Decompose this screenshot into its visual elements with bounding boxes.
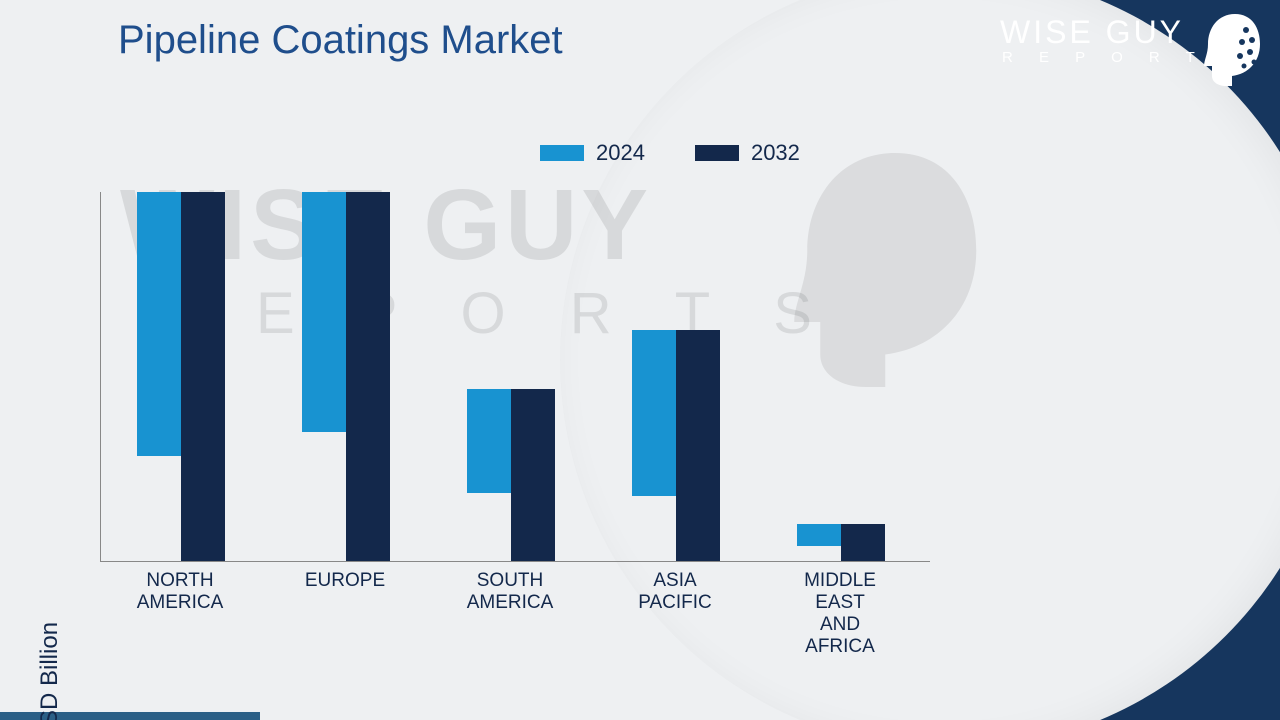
legend-item-2032: 2032 [695,140,800,166]
legend: 2024 2032 [540,140,800,166]
x-label: ASIAPACIFIC [600,570,750,614]
bar [841,524,885,561]
bar [137,192,181,456]
infographic-stage: WISE GUY R E P O R T S Pipeline Coatings… [0,0,1280,720]
bar [797,524,841,546]
y-axis-label-wrap: Market Size in USD Billion [36,162,66,562]
x-label: MIDDLEEASTANDAFRICA [765,570,915,657]
x-label: EUROPE [270,570,420,592]
bar-group [302,192,390,561]
bar-group [632,330,720,561]
brand-head-icon [1200,10,1270,90]
bar-group [137,192,225,561]
legend-swatch-0 [540,145,584,161]
x-label: SOUTHAMERICA [435,570,585,614]
bar [181,192,225,561]
y-axis-label: Market Size in USD Billion [36,562,64,720]
bar [302,192,346,432]
chart-title: Pipeline Coatings Market [118,18,563,63]
bar [511,389,555,561]
bar [632,330,676,496]
bar-group [467,389,555,561]
legend-label-1: 2032 [751,140,800,166]
legend-label-0: 2024 [596,140,645,166]
plot-area: 8.58 [100,192,930,562]
legend-swatch-1 [695,145,739,161]
x-label: NORTHAMERICA [105,570,255,614]
legend-item-2024: 2024 [540,140,645,166]
bar [676,330,720,561]
bar [346,192,390,561]
bar-group [797,524,885,561]
bar [467,389,511,494]
